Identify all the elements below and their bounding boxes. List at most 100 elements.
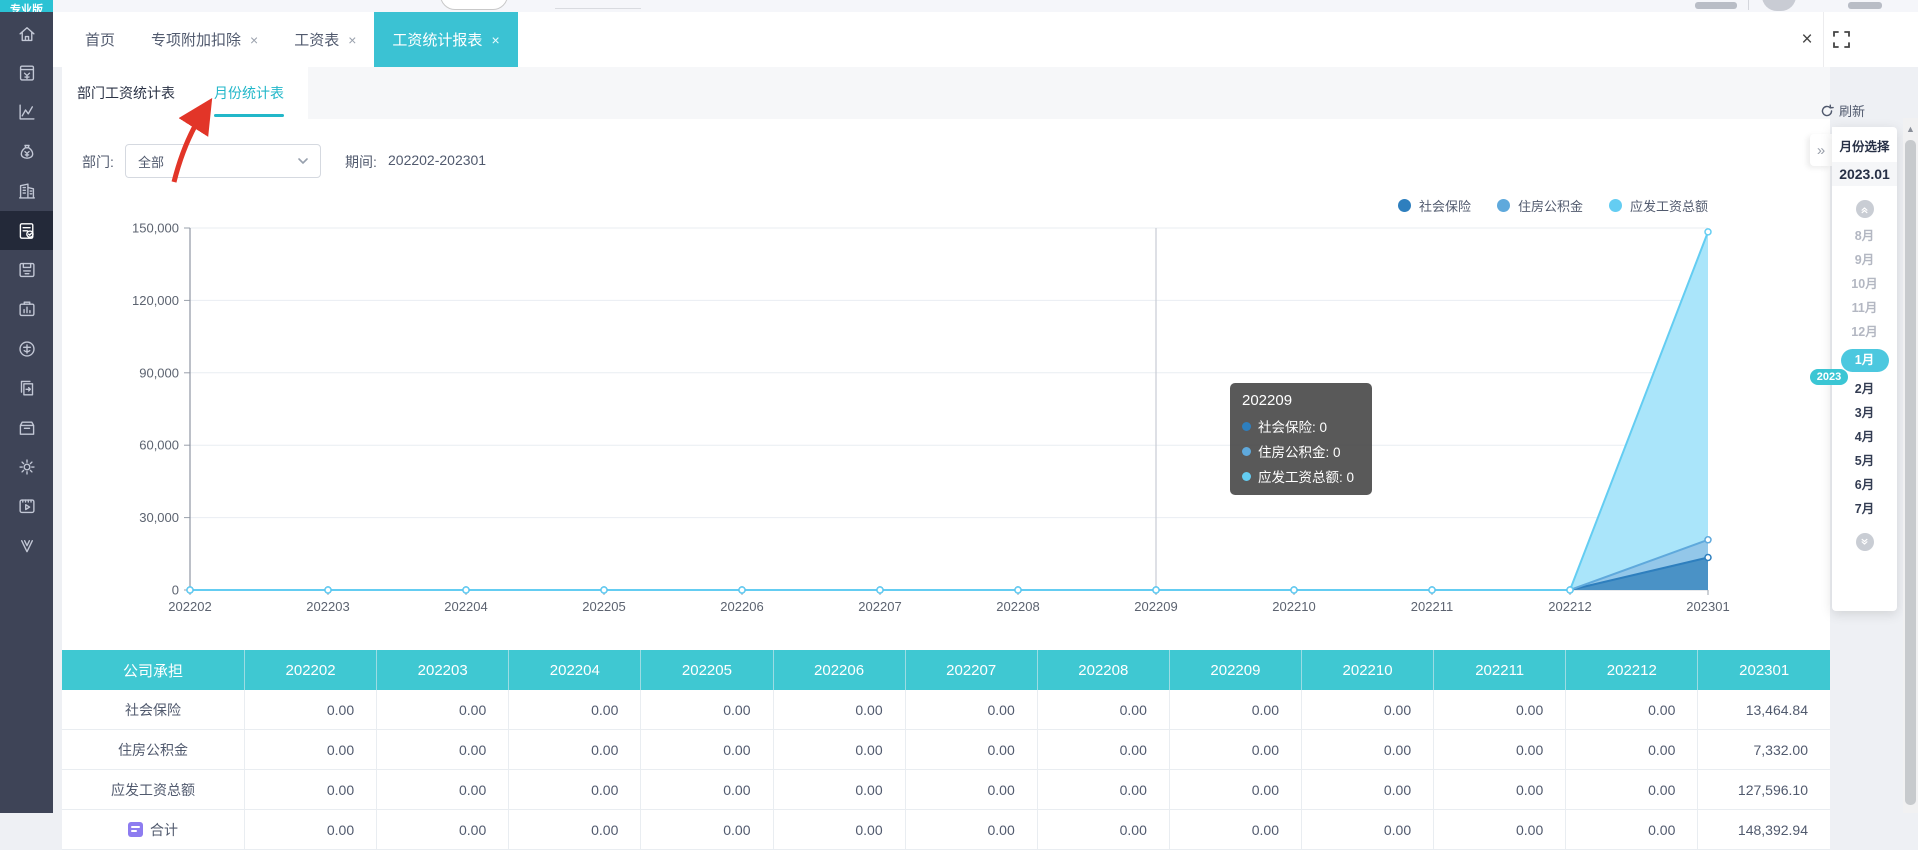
- svg-text:30,000: 30,000: [139, 510, 179, 525]
- cell-value: 0.00: [904, 769, 1038, 810]
- column-header-202212: 202212: [1565, 650, 1698, 690]
- month-option-8月[interactable]: 8月: [1854, 229, 1875, 243]
- cell-value: 0.00: [1300, 809, 1434, 850]
- sidebar-item-assets[interactable]: [0, 290, 53, 329]
- table-row: 应发工资总额 0.00 0.00 0.00 0.00 0.00 0.00 0.00 0.00 0.…: [62, 769, 1830, 810]
- legend-item-1[interactable]: 住房公积金: [1497, 196, 1583, 215]
- cell-value: 0.00: [1565, 769, 1698, 810]
- legend-item-0[interactable]: 社会保险: [1398, 196, 1471, 215]
- statements-icon: [19, 222, 34, 239]
- cell-value: 0.00: [1433, 729, 1566, 770]
- svg-text:90,000: 90,000: [139, 365, 179, 380]
- header-logout-link[interactable]: [1848, 2, 1882, 9]
- voucher-export-icon: [20, 380, 33, 396]
- cell-value: 0.00: [376, 809, 509, 850]
- legend-label: 社会保险: [1419, 199, 1472, 214]
- fullscreen-icon[interactable]: [1833, 31, 1850, 48]
- scroll-down-button[interactable]: [1855, 533, 1874, 551]
- header-search-box[interactable]: [440, 0, 508, 10]
- avatar[interactable]: [1762, 0, 1796, 11]
- column-header-202206: 202206: [772, 650, 906, 690]
- scrollbar-up-arrow[interactable]: ▲: [1906, 124, 1915, 134]
- tab-home[interactable]: 首页: [67, 12, 133, 67]
- column-header-202208: 202208: [1036, 650, 1170, 690]
- tab-special-deduction[interactable]: 专项附加扣除 ×: [133, 12, 276, 67]
- sidebar-item-voucher-export[interactable]: [0, 369, 53, 408]
- cell-value: 0.00: [1433, 769, 1566, 810]
- month-panel-collapse[interactable]: »: [1810, 134, 1832, 166]
- sidebar-item-funds[interactable]: [0, 132, 53, 171]
- tab-salary-sheet-label: 工资表: [294, 32, 340, 49]
- sidebar-item-cashier[interactable]: [0, 250, 53, 289]
- sidebar-item-statements[interactable]: [0, 210, 53, 251]
- legend-dot: [1609, 199, 1623, 212]
- month-option-6月[interactable]: 6月: [1854, 478, 1875, 492]
- sidebar-item-analysis[interactable]: [0, 93, 53, 132]
- month-option-2月[interactable]: 2月: [1854, 382, 1875, 396]
- month-option-3月[interactable]: 3月: [1854, 406, 1875, 420]
- cell-value: 0.00: [1036, 729, 1170, 770]
- sidebar-item-billing[interactable]: [0, 53, 53, 92]
- sidebar-item-settings[interactable]: [0, 447, 53, 486]
- tab-department-stat[interactable]: 部门工资统计表: [62, 67, 190, 119]
- cell-value: 0.00: [772, 690, 906, 730]
- tab-close-icon[interactable]: ×: [250, 31, 259, 48]
- month-panel: 月份选择 2023.01 8月 9月 10月 11月 12月 1月 2月 3月 4月 5月 6月 7月: [1832, 127, 1897, 611]
- legend-item-2[interactable]: 应发工资总额: [1609, 196, 1708, 215]
- tab-close-icon[interactable]: ×: [491, 31, 500, 48]
- legend-label: 应发工资总额: [1630, 199, 1709, 214]
- tab-salary-report[interactable]: 工资统计报表 ×: [374, 12, 518, 67]
- month-option-4月[interactable]: 4月: [1854, 430, 1875, 444]
- sidebar-item-tutorial[interactable]: [0, 487, 53, 526]
- archive-icon: [19, 421, 34, 435]
- cell-value: 127,596.10: [1697, 769, 1830, 810]
- sidebar-item-home[interactable]: [0, 14, 53, 53]
- salary-area-chart[interactable]: 0 30,000 60,000 90,000 120,000 150,000 202202 2…: [62, 192, 1830, 628]
- header-support-link[interactable]: [1695, 2, 1737, 9]
- tab-close-icon[interactable]: ×: [348, 31, 357, 48]
- sidebar-item-archive[interactable]: [0, 408, 53, 447]
- scroll-up-button[interactable]: [1855, 200, 1874, 218]
- table-row: 住房公积金 0.00 0.00 0.00 0.00 0.00 0.00 0.00 0.00 0.0…: [62, 729, 1830, 770]
- cell-value: 0.00: [508, 690, 641, 730]
- sub-tab-strip: 部门工资统计表 月份统计表: [62, 67, 1830, 119]
- month-option-1月[interactable]: 1月: [1840, 349, 1889, 372]
- month-option-7月[interactable]: 7月: [1854, 502, 1875, 516]
- top-tab-bar: 首页 专项附加扣除 × 工资表 × 工资统计报表 ×: [53, 12, 1918, 67]
- cell-value: 0.00: [243, 690, 377, 730]
- sidebar-item-tax[interactable]: [0, 329, 53, 368]
- month-option-9月[interactable]: 9月: [1854, 253, 1875, 267]
- refresh-icon: [1821, 104, 1834, 116]
- cell-value: 0.00: [376, 690, 509, 730]
- month-option-5月[interactable]: 5月: [1854, 454, 1875, 468]
- svg-text:202209: 202209: [1134, 599, 1177, 614]
- month-option-11月[interactable]: 11月: [1851, 301, 1878, 315]
- month-option-10月[interactable]: 10月: [1851, 277, 1878, 291]
- column-header-202204: 202204: [508, 650, 641, 690]
- period-value: 202202-202301: [388, 152, 487, 168]
- area-band-社会保险: [190, 557, 1708, 590]
- cell-value: 148,392.94: [1697, 809, 1830, 850]
- cell-value: 0.00: [772, 729, 906, 770]
- cell-value: 7,332.00: [1697, 729, 1830, 770]
- cell-value: 0.00: [1565, 729, 1698, 770]
- cell-value: 0.00: [1565, 690, 1698, 730]
- sidebar-item-v-logo[interactable]: [0, 526, 53, 565]
- refresh-button[interactable]: 刷新: [1820, 101, 1865, 120]
- tax-icon: [18, 341, 35, 357]
- column-header-202202: 202202: [243, 650, 377, 690]
- header-divider: [1748, 0, 1749, 10]
- tutorial-icon: [18, 499, 35, 514]
- tab-home-label: 首页: [85, 32, 116, 49]
- column-header-202301: 202301: [1697, 650, 1830, 690]
- close-view-icon[interactable]: ×: [1801, 29, 1813, 50]
- scrollbar-thumb[interactable]: [1905, 140, 1916, 805]
- svg-text:202204: 202204: [444, 599, 487, 614]
- cell-value: 0.00: [1168, 769, 1302, 810]
- tab-salary-sheet[interactable]: 工资表 ×: [276, 12, 374, 67]
- month-option-12月[interactable]: 12月: [1851, 325, 1878, 339]
- cell-value: 0.00: [243, 729, 377, 770]
- department-select[interactable]: 全部: [125, 144, 321, 178]
- tab-department-stat-label: 部门工资统计表: [77, 85, 175, 101]
- sidebar-item-company[interactable]: [0, 172, 53, 211]
